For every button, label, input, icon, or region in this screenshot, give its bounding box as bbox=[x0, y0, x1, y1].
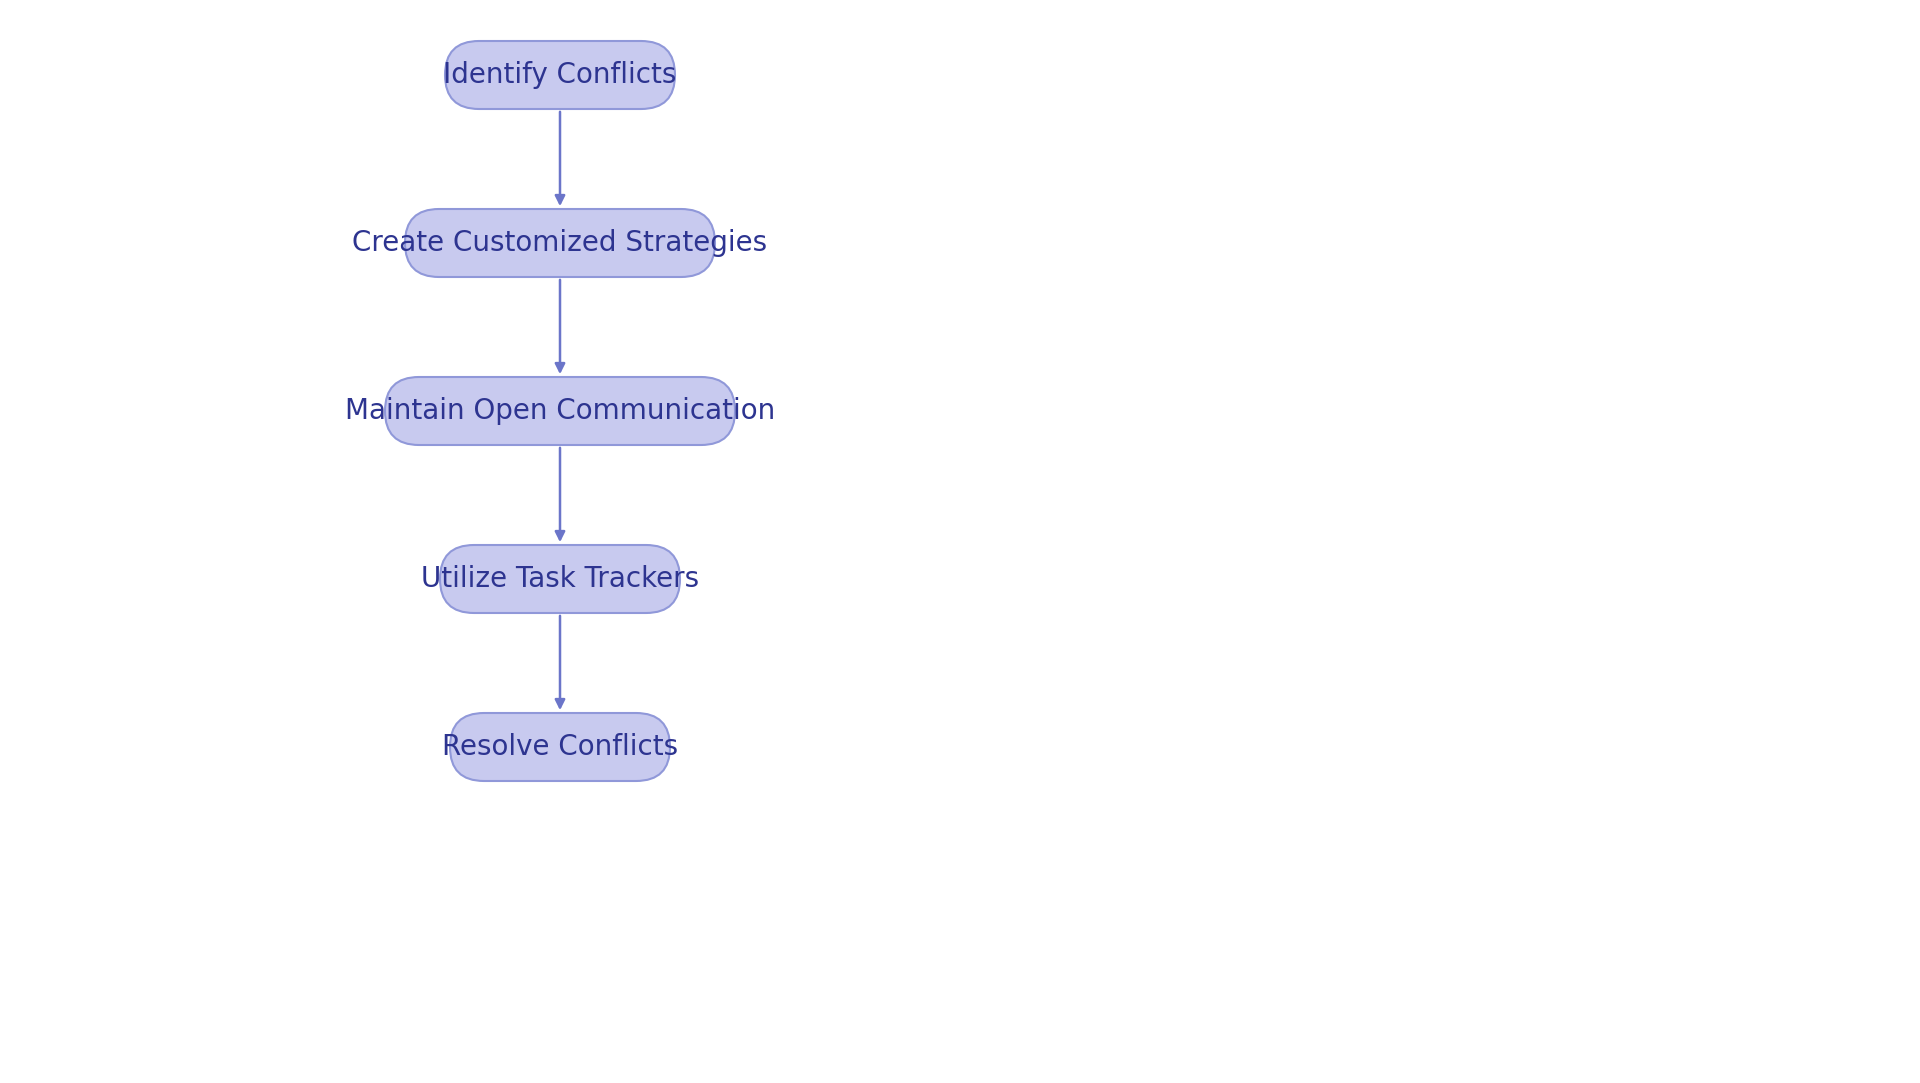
FancyBboxPatch shape bbox=[445, 41, 676, 109]
FancyBboxPatch shape bbox=[386, 377, 735, 445]
FancyBboxPatch shape bbox=[405, 209, 714, 277]
Text: Identify Conflicts: Identify Conflicts bbox=[444, 61, 676, 89]
FancyBboxPatch shape bbox=[440, 545, 680, 613]
Text: Maintain Open Communication: Maintain Open Communication bbox=[346, 397, 776, 425]
FancyBboxPatch shape bbox=[449, 713, 670, 781]
Text: Create Customized Strategies: Create Customized Strategies bbox=[353, 229, 768, 257]
Text: Resolve Conflicts: Resolve Conflicts bbox=[442, 733, 678, 761]
Text: Utilize Task Trackers: Utilize Task Trackers bbox=[420, 565, 699, 593]
